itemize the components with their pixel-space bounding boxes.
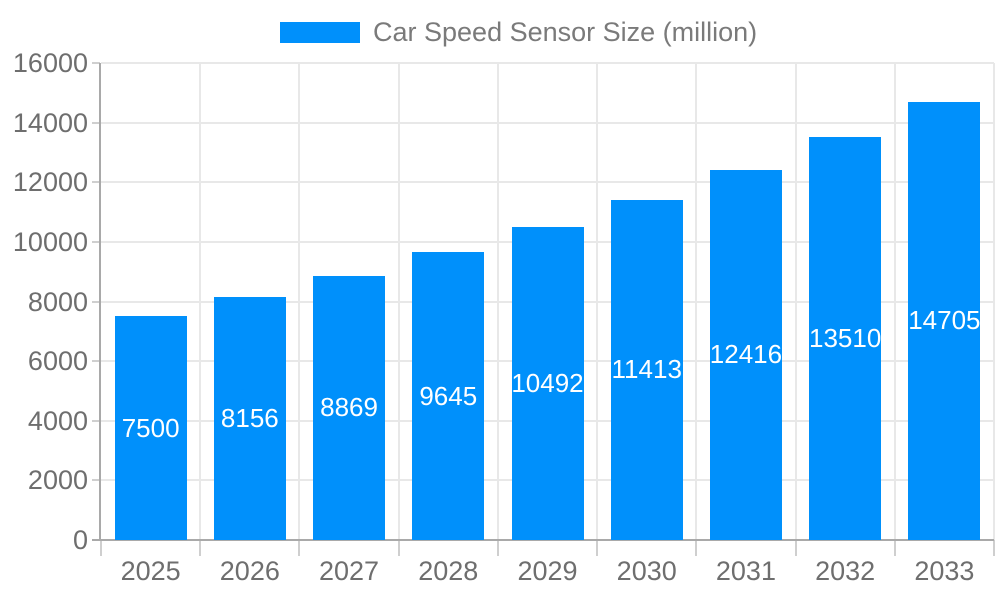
- x-axis-label: 2026: [219, 556, 280, 586]
- y-axis-tick: [92, 419, 100, 422]
- bar[interactable]: [412, 252, 485, 540]
- x-gridline: [397, 63, 400, 540]
- y-axis-tick: [92, 360, 100, 363]
- y-axis-label: 8000: [27, 286, 88, 317]
- x-gridline: [199, 63, 202, 540]
- x-axis-label: 2033: [914, 556, 975, 586]
- y-axis-label: 6000: [27, 346, 88, 377]
- x-axis-tick: [993, 540, 995, 556]
- x-gridline: [298, 63, 301, 540]
- x-axis-label: 2027: [319, 556, 380, 586]
- x-axis-tick: [596, 540, 599, 556]
- x-axis-tick: [695, 540, 698, 556]
- bar[interactable]: [213, 296, 286, 540]
- y-axis-label: 2000: [27, 465, 88, 496]
- x-axis-label: 2032: [815, 556, 876, 586]
- x-gridline: [893, 63, 896, 540]
- y-axis-tick: [92, 300, 100, 303]
- x-gridline: [794, 63, 797, 540]
- x-axis-tick: [893, 540, 896, 556]
- bar[interactable]: [709, 169, 782, 540]
- legend: Car Speed Sensor Size (million): [280, 10, 757, 54]
- y-axis-tick: [92, 479, 100, 482]
- bar[interactable]: [610, 199, 683, 540]
- y-gridline: [101, 181, 994, 184]
- y-gridline: [101, 121, 994, 124]
- y-axis-label: 16000: [12, 48, 88, 78]
- y-axis-line: [99, 63, 101, 540]
- y-axis-tick: [92, 240, 100, 243]
- x-gridline: [993, 63, 995, 540]
- bar[interactable]: [908, 101, 981, 540]
- bar[interactable]: [114, 316, 187, 540]
- y-axis-label: 10000: [12, 226, 88, 257]
- x-gridline: [695, 63, 698, 540]
- x-axis-tick: [100, 540, 102, 556]
- x-axis-tick: [298, 540, 301, 556]
- bar[interactable]: [809, 137, 882, 540]
- x-axis-tick: [794, 540, 797, 556]
- x-axis-tick: [199, 540, 202, 556]
- legend-swatch[interactable]: [280, 21, 360, 43]
- y-axis-tick: [92, 181, 100, 184]
- x-gridline: [496, 63, 499, 540]
- x-axis-label: 2031: [715, 556, 776, 586]
- x-axis-label: 2028: [418, 556, 479, 586]
- y-axis-label: 0: [72, 525, 88, 555]
- x-axis-label: 2029: [517, 556, 578, 586]
- x-axis-tick: [397, 540, 400, 556]
- x-axis-tick: [496, 540, 499, 556]
- bar[interactable]: [313, 275, 386, 540]
- x-axis-line: [92, 539, 994, 541]
- y-axis-label: 4000: [27, 405, 88, 436]
- y-axis-tick: [92, 62, 100, 64]
- y-axis-label: 12000: [12, 167, 88, 198]
- y-gridline: [101, 62, 994, 64]
- y-axis-tick: [92, 121, 100, 124]
- bar[interactable]: [511, 227, 584, 540]
- y-axis-label: 14000: [12, 107, 88, 138]
- x-axis-label: 2030: [616, 556, 677, 586]
- x-axis-label: 2025: [120, 556, 181, 586]
- legend-label[interactable]: Car Speed Sensor Size (million): [373, 16, 758, 47]
- x-gridline: [596, 63, 599, 540]
